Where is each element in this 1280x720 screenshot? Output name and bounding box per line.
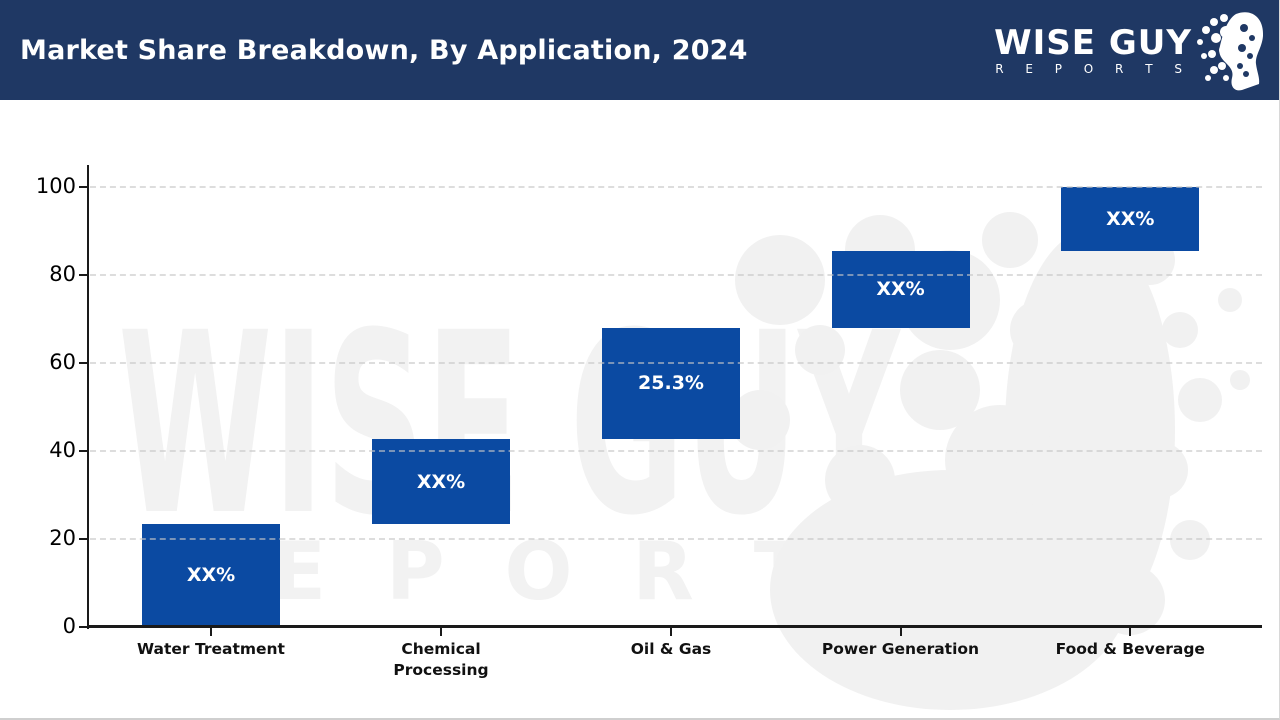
logo-wordmark: WISE GUY: [994, 22, 1192, 63]
x-tick-mark-chemical-processing: [440, 628, 442, 636]
watermark-head-icon: [730, 212, 1250, 710]
gridline-80: [90, 273, 1262, 276]
y-tick-mark-0: [79, 625, 88, 628]
x-tick-mark-food-beverage: [1129, 628, 1132, 636]
gridline-40: [90, 449, 1262, 452]
y-tick-label-100: 100: [35, 173, 76, 198]
y-tick-label-60: 60: [49, 349, 76, 374]
y-tick-label-80: 80: [49, 261, 76, 286]
wise-guy-head-icon: [1197, 12, 1264, 91]
wise-guy-logo: WISE GUY R E P O R T S: [994, 8, 1266, 92]
y-tick-mark-40: [79, 449, 88, 452]
y-tick-mark-80: [79, 273, 88, 276]
x-tick-mark-oil-gas: [670, 628, 672, 636]
bar-oil-gas: 25.3%: [602, 327, 740, 440]
header-bar: Market Share Breakdown, By Application, …: [0, 0, 1279, 100]
bar-chemical-processing: XX%: [372, 439, 510, 525]
x-axis-line: [87, 625, 1262, 628]
page-title: Market Share Breakdown, By Application, …: [20, 34, 748, 66]
bar-food-beverage: XX%: [1061, 186, 1200, 252]
gridline-20: [90, 537, 1262, 540]
y-tick-label-20: 20: [49, 525, 76, 550]
x-tick-mark-water-treatment: [210, 628, 212, 636]
y-tick-mark-60: [79, 361, 88, 364]
bar-value-label-water-treatment: XX%: [186, 564, 236, 587]
gridline-100: [90, 185, 1262, 188]
logo-subtext: R E P O R T S: [995, 61, 1191, 76]
category-label-food-beverage: Food & Beverage: [1055, 640, 1205, 658]
bar-value-label-chemical-processing: XX%: [416, 470, 466, 493]
y-tick-mark-100: [79, 185, 88, 188]
bar-value-label-oil-gas: 25.3%: [638, 372, 704, 395]
x-tick-mark-power-generation: [899, 628, 902, 636]
bar-power-generation: XX%: [831, 251, 970, 328]
category-label-water-treatment: Water Treatment: [137, 640, 285, 658]
logo-text: WISE GUY R E P O R T S: [994, 25, 1192, 76]
y-tick-label-40: 40: [49, 437, 76, 462]
y-tick-label-0: 0: [62, 613, 76, 638]
y-axis-line: [87, 165, 89, 629]
category-label-chemical-processing: Chemical Processing: [393, 640, 489, 679]
y-tick-mark-20: [79, 537, 88, 540]
gridline-60: [90, 361, 1262, 364]
category-label-power-generation: Power Generation: [821, 640, 980, 658]
bar-value-label-food-beverage: XX%: [1106, 207, 1155, 230]
bar-value-label-power-generation: XX%: [876, 278, 925, 301]
bar-water-treatment: XX%: [142, 524, 280, 627]
category-label-oil-gas: Oil & Gas: [630, 640, 712, 658]
